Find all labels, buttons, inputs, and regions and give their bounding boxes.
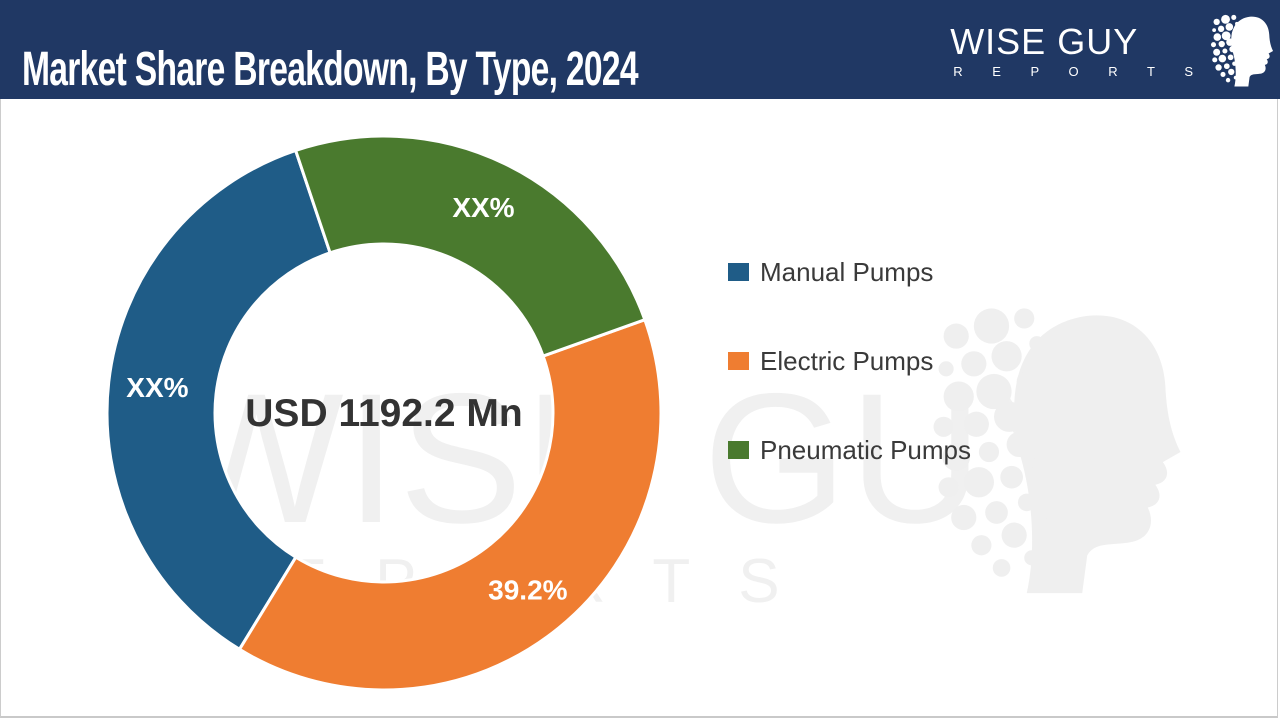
legend-item-pneumatic-pumps: Pneumatic Pumps [728,430,971,470]
header-bar: Market Share Breakdown, By Type, 2024 WI… [0,0,1280,99]
legend-swatch-electric-pumps [728,352,749,370]
slice-pneumatic-pumps [294,134,647,358]
wiseguy-logo-text: WISE GUY R E P O R T S [950,20,1206,79]
chart-legend: Manual Pumps Electric Pumps Pneumatic Pu… [728,252,971,470]
donut-slices [105,134,663,692]
logo-sub-text: R E P O R T S [953,63,1206,79]
slice-manual-pumps [105,148,332,651]
donut-center-label: USD 1192.2 Mn [245,392,522,435]
legend-label-pneumatic-pumps: Pneumatic Pumps [760,435,971,465]
donut-slice-labels: XX% 39.2% XX% [126,192,567,605]
slice-value-label: XX% [452,192,514,223]
legend-swatch-pneumatic-pumps [728,441,749,459]
slice-electric-pumps [238,318,663,692]
legend-swatch-manual-pumps [728,263,749,281]
legend-item-manual-pumps: Manual Pumps [728,252,971,292]
slice-value-label: 39.2% [488,574,567,605]
slice-value-label: XX% [126,372,188,403]
wiseguy-face-icon [1210,14,1274,87]
logo-brand-text: WISE GUY [950,20,1139,62]
legend-label-manual-pumps: Manual Pumps [760,257,934,287]
wiseguy-logo: WISE GUY R E P O R T S [950,10,1274,92]
legend-item-electric-pumps: Electric Pumps [728,341,971,381]
legend-label-electric-pumps: Electric Pumps [760,346,934,376]
page-title: Market Share Breakdown, By Type, 2024 [22,43,639,96]
